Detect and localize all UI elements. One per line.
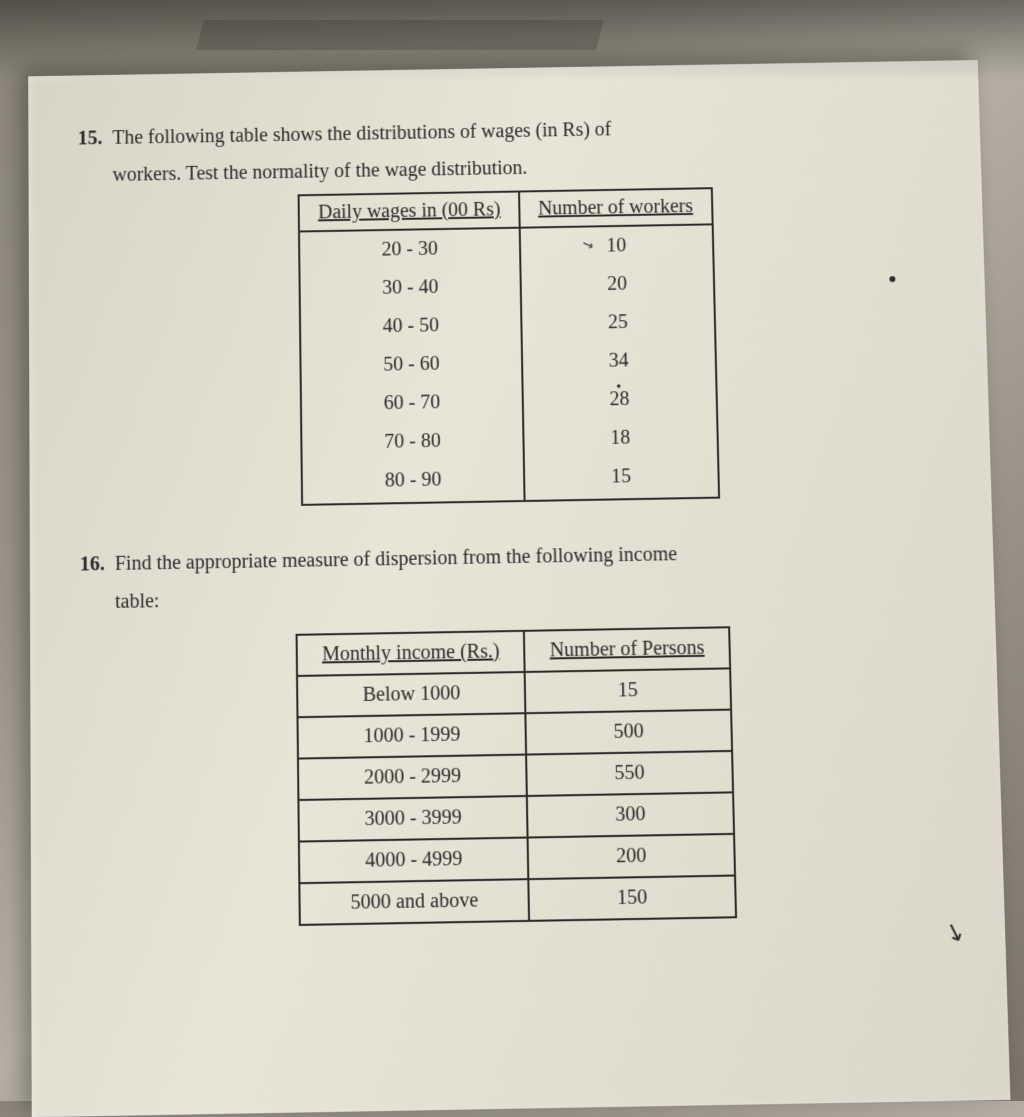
- q15-line2: workers. Test the normality of the wage …: [68, 146, 942, 190]
- q16-text1: Find the appropriate measure of dispersi…: [115, 543, 678, 575]
- q15-cell-count: 25: [521, 302, 715, 344]
- table-row: 80 - 90 15: [302, 456, 718, 505]
- stray-dot: [889, 276, 895, 282]
- q15-cell-count: 10: [520, 224, 714, 267]
- stray-mark: ↘: [940, 915, 968, 950]
- q16-cell-count: 500: [526, 710, 732, 755]
- q15-cell-count: 18: [523, 417, 718, 459]
- tick-icon: 10: [606, 235, 626, 257]
- q15-cell-count: 20: [520, 264, 714, 306]
- question-16: 16.Find the appropriate measure of dispe…: [70, 534, 964, 930]
- q15-cell-count: 34: [522, 340, 716, 382]
- dot-icon: 28: [609, 388, 629, 410]
- q16-line1: 16.Find the appropriate measure of dispe…: [70, 534, 954, 579]
- q15-table-wrap: Daily wages in (00 Rs) Number of workers…: [68, 183, 951, 510]
- q15-cell-wage: 50 - 60: [301, 344, 523, 386]
- q16-line2: table:: [70, 572, 955, 617]
- table-row: 5000 and above 150: [300, 876, 736, 925]
- q16-number: 16.: [80, 549, 115, 580]
- q15-header-wages: Daily wages in (00 Rs): [299, 192, 520, 232]
- q15-number: 15.: [78, 123, 113, 153]
- q15-table: Daily wages in (00 Rs) Number of workers…: [298, 187, 720, 506]
- q16-cell-income: 2000 - 2999: [298, 755, 527, 800]
- q16-cell-income: 1000 - 1999: [298, 713, 527, 758]
- top-edge-shadow: [196, 20, 604, 50]
- q15-cell-wage: 30 - 40: [300, 267, 521, 309]
- q16-cell-income: 4000 - 4999: [299, 838, 529, 884]
- q15-cell-wage: 40 - 50: [300, 305, 521, 347]
- question-15: 15.The following table shows the distrib…: [68, 109, 952, 510]
- q16-cell-income: 5000 and above: [300, 879, 530, 925]
- q15-cell-wage: 70 - 80: [302, 421, 524, 464]
- q16-header-income: Monthly income (Rs.): [297, 631, 525, 676]
- q15-cell-count: 15: [524, 456, 719, 501]
- q16-cell-count: 300: [527, 792, 734, 837]
- q15-cell-wage: 60 - 70: [301, 382, 523, 424]
- q16-cell-count: 200: [528, 834, 735, 879]
- q15-cell-wage: 20 - 30: [299, 228, 520, 271]
- q16-cell-income: Below 1000: [297, 672, 526, 717]
- page-surface: ↘ 15.The following table shows the distr…: [28, 60, 1010, 1117]
- q15-cell-count: 28: [522, 379, 716, 421]
- q15-cell-wage: 80 - 90: [302, 459, 524, 505]
- q15-text1: The following table shows the distributi…: [112, 119, 611, 149]
- q16-header-persons: Number of Persons: [524, 627, 730, 672]
- q16-table: Monthly income (Rs.) Number of Persons B…: [296, 626, 737, 926]
- q15-header-workers: Number of workers: [519, 188, 712, 227]
- q15-line1: 15.The following table shows the distrib…: [68, 109, 941, 153]
- q16-cell-count: 550: [526, 751, 732, 796]
- q16-cell-count: 150: [529, 876, 736, 921]
- q16-cell-count: 15: [525, 668, 731, 713]
- q16-cell-income: 3000 - 3999: [299, 796, 528, 842]
- q16-table-wrap: Monthly income (Rs.) Number of Persons B…: [70, 622, 964, 930]
